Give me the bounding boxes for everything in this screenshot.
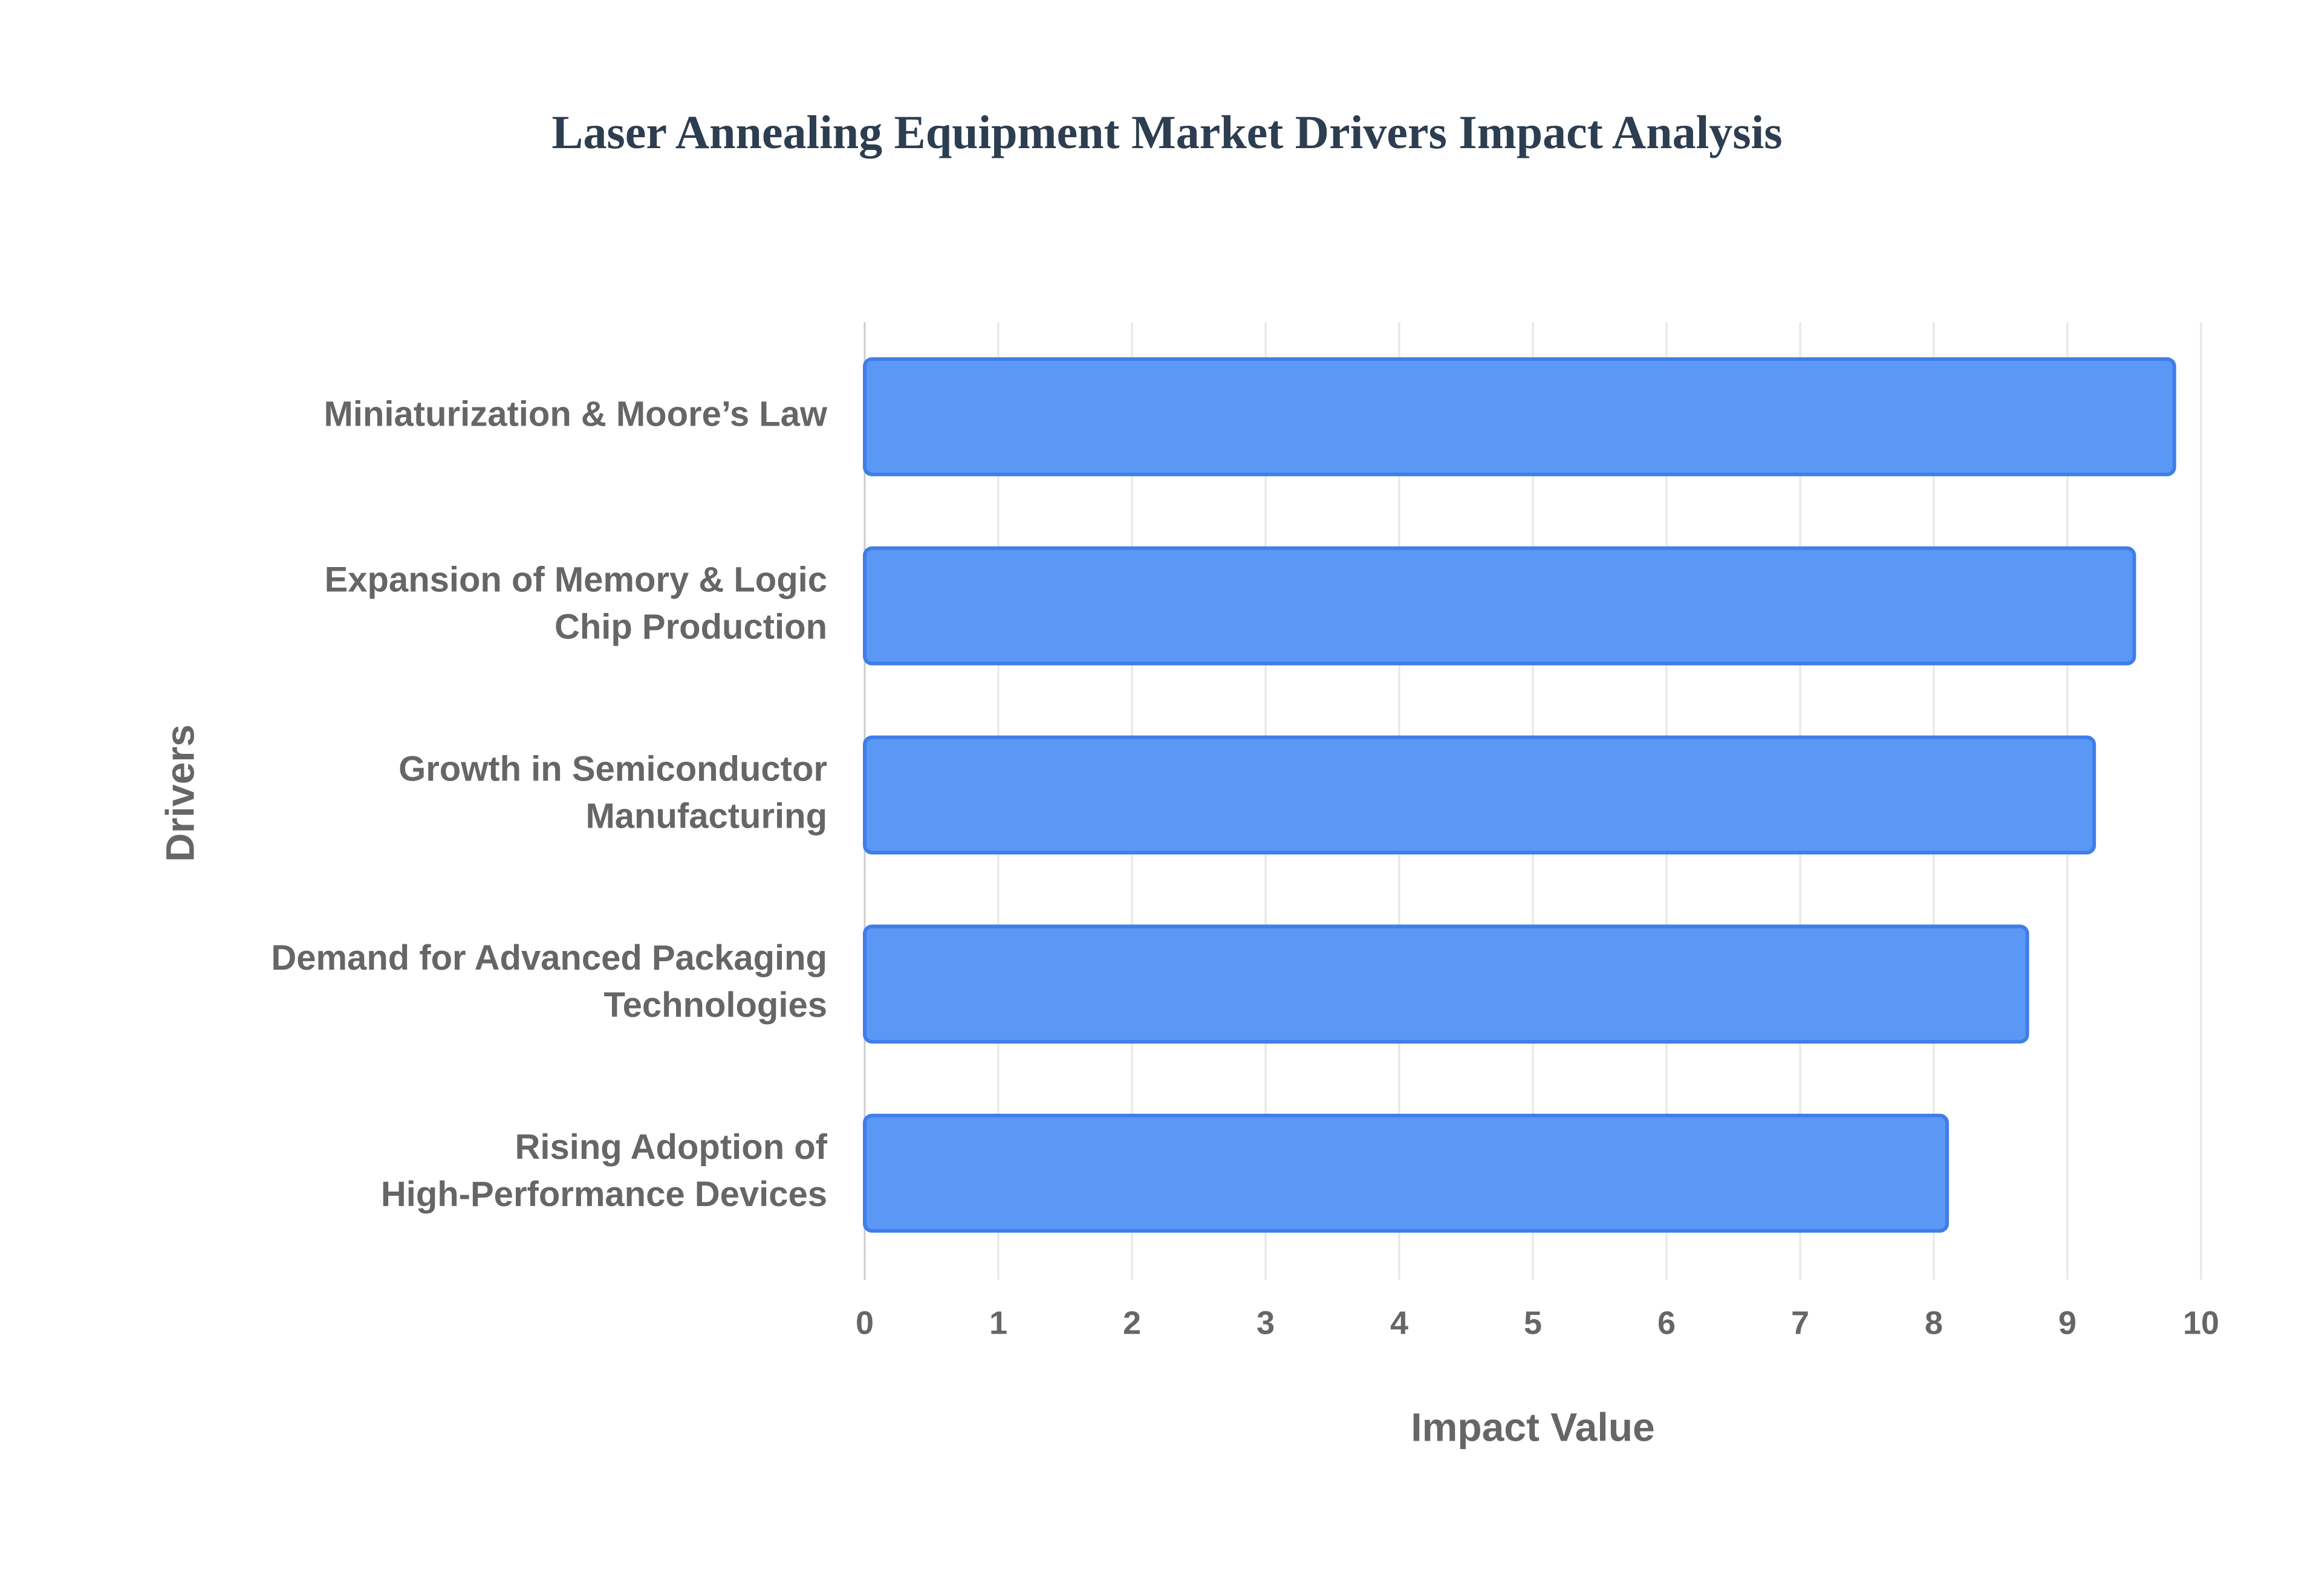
- bar: [863, 357, 2176, 476]
- x-tick-label: 1: [989, 1305, 1007, 1341]
- x-tick-label: 0: [856, 1305, 874, 1341]
- y-tick-label: Manufacturing: [585, 796, 827, 835]
- x-tick-label: 10: [2183, 1305, 2219, 1341]
- x-tick-label: 6: [1657, 1305, 1676, 1341]
- y-tick-label: Technologies: [603, 985, 827, 1025]
- bar: [863, 735, 2096, 855]
- x-axis-title: Impact Value: [1411, 1404, 1655, 1449]
- y-tick-label: Expansion of Memory & Logic: [325, 560, 827, 600]
- x-tick-label: 5: [1524, 1305, 1542, 1341]
- bar: [863, 924, 2029, 1044]
- x-tick-label: 2: [1123, 1305, 1141, 1341]
- y-tick-label: High-Performance Devices: [381, 1175, 827, 1214]
- x-tick-label: 8: [1925, 1305, 1943, 1341]
- y-tick-label: Chip Production: [554, 608, 827, 647]
- y-tick-label: Demand for Advanced Packaging: [271, 938, 827, 978]
- bar: [863, 1114, 1950, 1233]
- y-tick-label: Rising Adoption of: [515, 1127, 827, 1167]
- y-tick-label: Miniaturization & Moore’s Law: [324, 395, 828, 434]
- y-tick-label: Growth in Semiconductor: [398, 749, 827, 788]
- chart-title: Laser Annealing Equipment Market Drivers…: [551, 106, 1782, 158]
- y-axis-title: Drivers: [157, 724, 202, 862]
- x-tick-label: 9: [2058, 1305, 2076, 1341]
- x-tick-label: 3: [1257, 1305, 1275, 1341]
- bar: [863, 546, 2136, 666]
- x-tick-label: 7: [1791, 1305, 1809, 1341]
- x-tick-label: 4: [1390, 1305, 1408, 1341]
